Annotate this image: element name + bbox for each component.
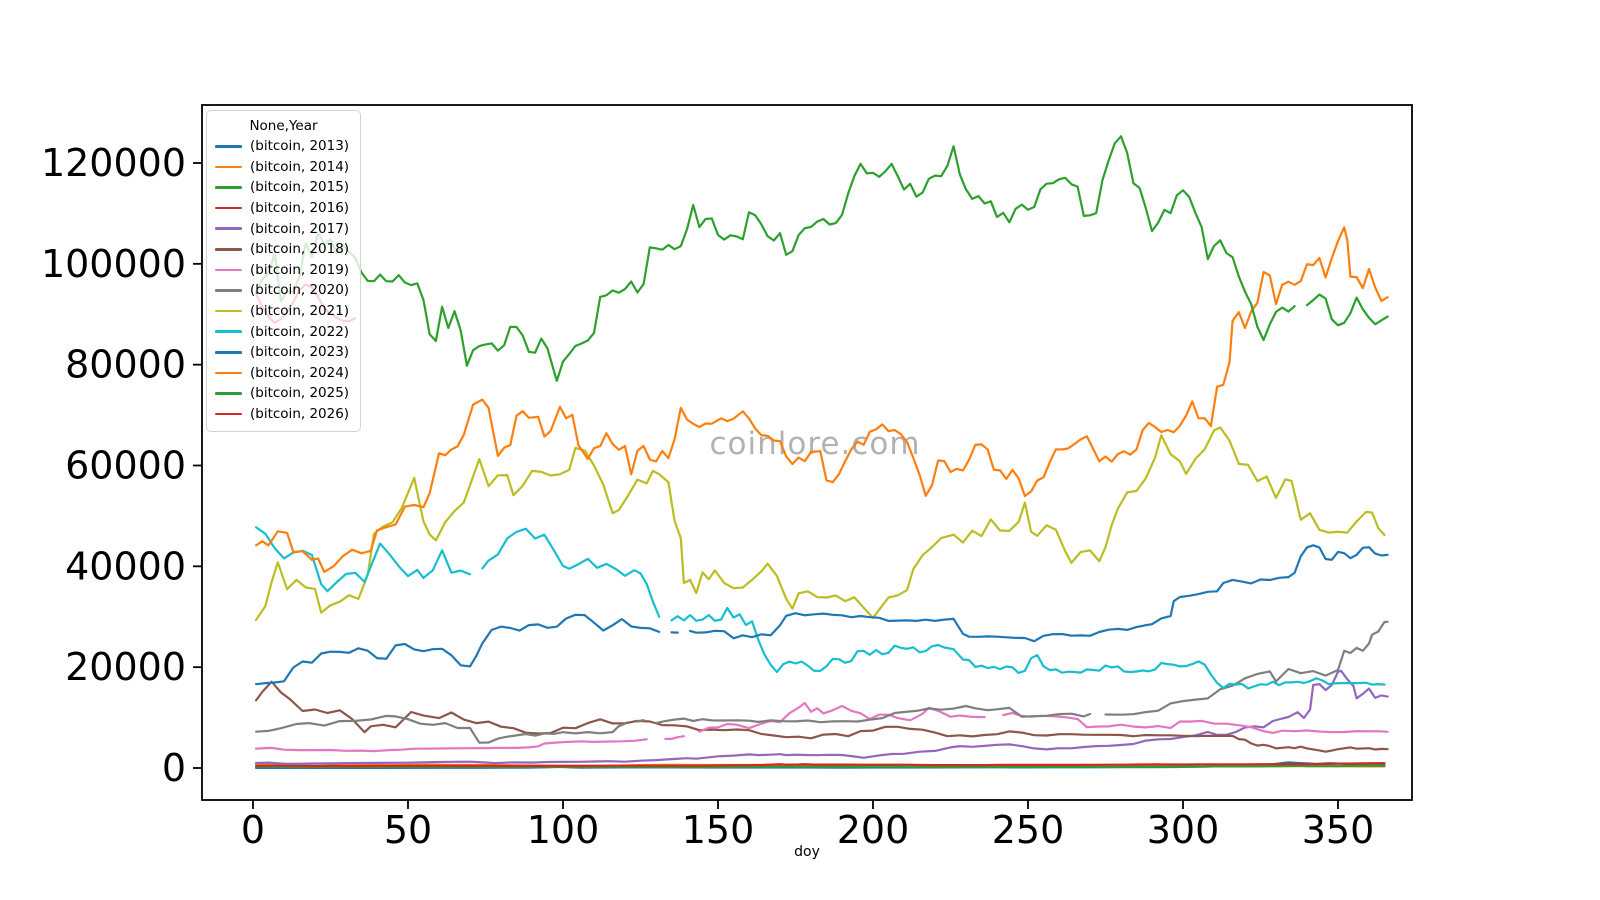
legend-label: (bitcoin, 2019) <box>250 261 350 278</box>
y-tick-label: 40000 <box>65 544 186 588</box>
x-tick-label: 300 <box>1147 808 1220 852</box>
legend-item-2026: (bitcoin, 2026) <box>207 404 360 425</box>
series-line-2021 <box>255 426 1386 621</box>
legend-swatch-2017 <box>215 227 242 230</box>
legend-items: (bitcoin, 2013) (bitcoin, 2014) (bitcoin, … <box>207 136 360 424</box>
legend-swatch-2013 <box>215 145 242 148</box>
legend-box: None,Year (bitcoin, 2013) (bitcoin, 2014)… <box>206 110 361 433</box>
x-tick-label: 50 <box>384 808 432 852</box>
legend-item-2025: (bitcoin, 2025) <box>207 383 360 404</box>
legend-swatch-2015 <box>215 186 242 189</box>
legend-swatch-2026 <box>215 412 242 416</box>
legend-item-2018: (bitcoin, 2018) <box>207 239 360 260</box>
series-line-2017 <box>255 669 1389 766</box>
x-tick-label: 250 <box>992 808 1065 852</box>
legend-swatch-2023 <box>215 350 242 354</box>
y-tick-label: 0 <box>162 746 186 790</box>
series-line-2016 <box>255 762 1386 768</box>
legend-swatch-2016 <box>215 206 242 210</box>
x-tick-label: 200 <box>837 808 910 852</box>
series-line-2022 <box>255 526 1386 690</box>
legend-title: None,Year <box>249 118 318 134</box>
x-tick-label: 350 <box>1302 808 1375 852</box>
legend-label: (bitcoin, 2014) <box>250 158 350 175</box>
legend-label: (bitcoin, 2020) <box>250 282 350 299</box>
legend-label: (bitcoin, 2018) <box>250 241 350 258</box>
data-lines <box>255 135 1389 769</box>
series-line-2023 <box>255 544 1389 686</box>
series-line-2019 <box>255 701 1389 753</box>
legend-label: (bitcoin, 2022) <box>250 323 350 340</box>
legend-label: (bitcoin, 2025) <box>250 385 350 402</box>
y-tick-label: 20000 <box>65 645 186 689</box>
legend-swatch-2014 <box>215 165 242 169</box>
legend-swatch-2022 <box>215 330 242 333</box>
legend-label: (bitcoin, 2016) <box>250 200 350 217</box>
plot-border <box>201 104 1413 801</box>
legend-label: (bitcoin, 2021) <box>250 303 350 320</box>
legend-item-2024: (bitcoin, 2024) <box>207 363 360 384</box>
series-line-2024 <box>255 226 1389 573</box>
y-tick-label: 100000 <box>41 242 186 286</box>
y-tick-label: 120000 <box>41 141 186 185</box>
legend-swatch-2020 <box>215 289 242 292</box>
legend-item-2015: (bitcoin, 2015) <box>207 177 360 198</box>
legend-label: (bitcoin, 2026) <box>250 406 350 423</box>
x-tick-label: 150 <box>682 808 755 852</box>
legend-item-2020: (bitcoin, 2020) <box>207 280 360 301</box>
x-axis-ticks: 0 50 100 150 200 250 300 350 <box>241 800 1374 852</box>
legend-item-2019: (bitcoin, 2019) <box>207 260 360 281</box>
legend-label: (bitcoin, 2015) <box>250 179 350 196</box>
legend-label: (bitcoin, 2024) <box>250 364 350 381</box>
legend-swatch-2021 <box>215 309 242 313</box>
legend-label: (bitcoin, 2013) <box>250 138 350 155</box>
legend-label: (bitcoin, 2023) <box>250 344 350 361</box>
legend-item-2023: (bitcoin, 2023) <box>207 342 360 363</box>
y-axis-ticks: 0 20000 40000 60000 80000 100000 120000 <box>41 141 202 790</box>
legend-label: (bitcoin, 2017) <box>250 220 350 237</box>
series-line-2025 <box>255 135 1389 382</box>
legend-item-2017: (bitcoin, 2017) <box>207 218 360 239</box>
legend-swatch-2024 <box>215 371 242 375</box>
series-line-2018 <box>255 680 1389 753</box>
x-axis-title: doy <box>794 844 820 860</box>
x-tick-label: 100 <box>527 808 600 852</box>
legend-item-2016: (bitcoin, 2016) <box>207 198 360 219</box>
watermark: coinlore.com <box>709 426 920 462</box>
legend-swatch-2019 <box>215 268 242 272</box>
x-tick-label: 0 <box>241 808 265 852</box>
series-line-2020 <box>255 620 1389 744</box>
legend-swatch-2018 <box>215 247 242 251</box>
y-tick-label: 80000 <box>65 343 186 387</box>
legend-item-2013: (bitcoin, 2013) <box>207 136 360 157</box>
legend-swatch-2025 <box>215 392 242 395</box>
y-tick-label: 60000 <box>65 443 186 487</box>
legend-item-2014: (bitcoin, 2014) <box>207 157 360 178</box>
legend-item-2022: (bitcoin, 2022) <box>207 321 360 342</box>
legend-item-2021: (bitcoin, 2021) <box>207 301 360 322</box>
